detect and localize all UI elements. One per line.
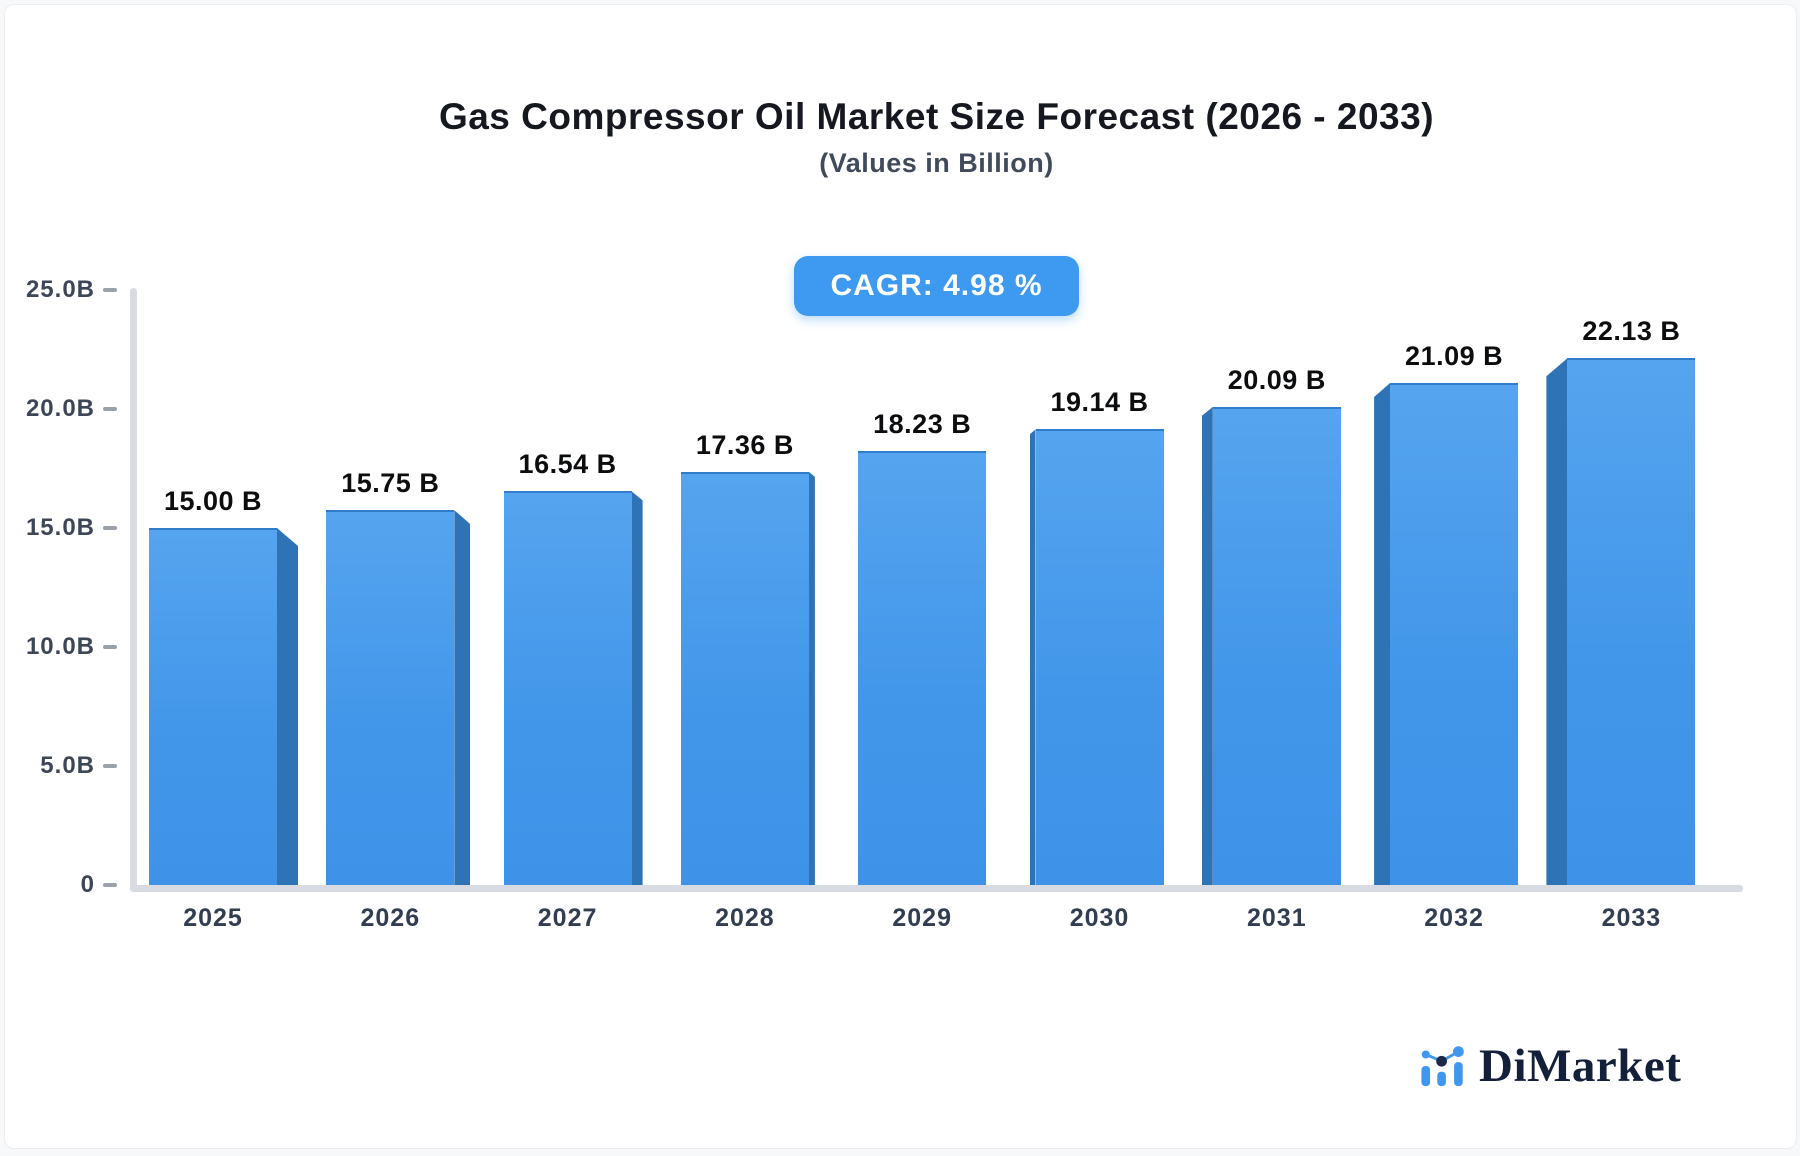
chart-bar-2031[interactable]	[1212, 406, 1341, 885]
bar-value-label-2030: 19.14 B	[1050, 387, 1149, 418]
bar-value-label-2027: 16.54 B	[518, 449, 617, 480]
x-axis-label-2031: 2031	[1246, 904, 1307, 932]
y-tick-mark	[103, 764, 117, 768]
x-axis-label-2026: 2026	[360, 904, 421, 932]
bar-side-2033	[1546, 358, 1568, 885]
bar-value-label-2033: 22.13 B	[1582, 316, 1681, 347]
x-axis-label-2033: 2033	[1601, 904, 1662, 932]
x-axis-label-2025: 2025	[183, 904, 243, 932]
chart-bar-2029[interactable]	[858, 451, 987, 885]
cagr-badge-wrap: CAGR: 4.98 %	[130, 256, 1743, 316]
bar-value-label-2025: 15.00 B	[163, 486, 263, 516]
chart-bar-2032[interactable]	[1390, 383, 1519, 885]
brand-name: DiMarket	[1479, 1040, 1682, 1092]
y-tick-mark	[103, 288, 117, 292]
y-tick-mark	[103, 645, 117, 649]
y-tick-label-25.0B: 25.0B	[25, 276, 95, 303]
x-axis-label-2028: 2028	[715, 904, 775, 932]
x-axis-line	[130, 885, 1743, 892]
chart-subtitle: (Values in Billion)	[819, 148, 1054, 178]
bar-side-2025	[277, 528, 298, 885]
chart-bar-2033[interactable]	[1567, 358, 1696, 885]
y-tick-mark	[103, 407, 117, 411]
y-tick-label-5.0B: 5.0B	[40, 752, 95, 779]
bar-value-label-2028: 17.36 B	[695, 429, 794, 460]
bar-side-2026	[454, 510, 471, 885]
bar-value-label-2026: 15.75 B	[341, 468, 440, 499]
bar-side-2030	[1029, 429, 1036, 885]
chart-bar-2026[interactable]	[326, 510, 455, 885]
brand-logo: DiMarket	[1420, 1040, 1681, 1092]
x-axis-label-2027: 2027	[537, 904, 598, 932]
y-tick-mark	[103, 526, 117, 530]
x-axis-label-2030: 2030	[1069, 904, 1130, 932]
y-tick-label-0: 0	[80, 871, 95, 898]
bar-value-label-2029: 18.23 B	[873, 409, 972, 440]
bar-side-2028	[808, 471, 815, 885]
y-tick-label-15.0B: 15.0B	[25, 514, 95, 541]
chart-bar-2027[interactable]	[503, 491, 632, 885]
chart-bar-2030[interactable]	[1035, 429, 1164, 885]
bar-side-2031	[1201, 406, 1213, 885]
cagr-badge: CAGR: 4.98 %	[794, 256, 1079, 316]
y-tick-label-10.0B: 10.0B	[25, 633, 95, 660]
bar-value-label-2031: 20.09 B	[1227, 364, 1326, 395]
chart-title: Gas Compressor Oil Market Size Forecast …	[438, 96, 1435, 137]
y-tick-mark	[103, 883, 117, 887]
x-axis-label-2032: 2032	[1424, 904, 1484, 932]
bar-side-2027	[631, 491, 643, 885]
chart-bar-2028[interactable]	[680, 471, 809, 885]
bar-side-2032	[1374, 383, 1391, 885]
bar-chart-logo-icon	[1421, 1046, 1464, 1087]
y-tick-label-20.0B: 20.0B	[25, 395, 95, 422]
bar-value-label-2032: 21.09 B	[1405, 341, 1504, 372]
x-axis-label-2029: 2029	[892, 904, 952, 932]
chart-bar-2025[interactable]	[149, 528, 277, 885]
y-axis-line	[130, 288, 137, 892]
